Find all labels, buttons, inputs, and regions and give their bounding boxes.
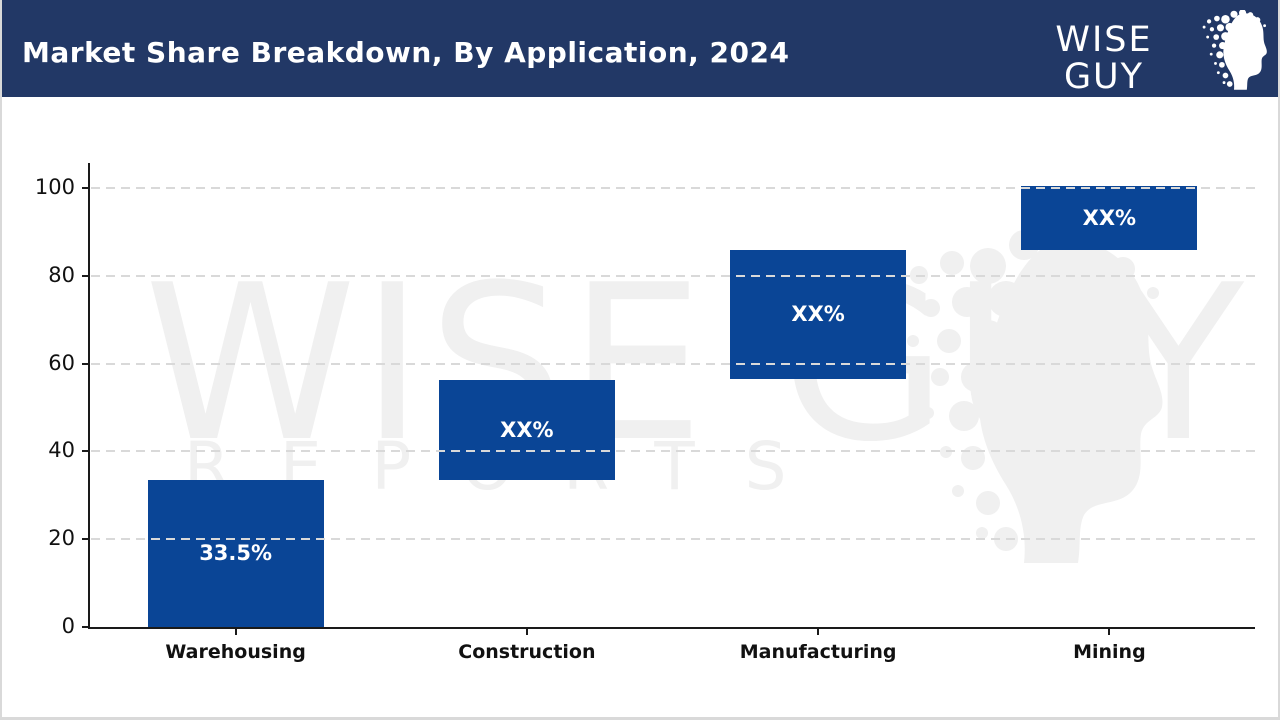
x-axis — [88, 627, 1255, 629]
page-title: Market Share Breakdown, By Application, … — [22, 36, 790, 69]
y-tick — [82, 362, 90, 365]
bar-value-label: XX% — [791, 302, 845, 327]
x-axis-label-warehousing: Warehousing — [165, 641, 306, 663]
x-tick — [234, 628, 237, 635]
y-tick-label: 100 — [34, 175, 75, 199]
y-tick — [82, 626, 90, 628]
logo-subtitle: REPORTS — [1036, 97, 1178, 114]
gridline — [91, 362, 1255, 365]
logo-wordmark: WISE GUY — [1055, 20, 1153, 97]
bar-value-label: 33.5% — [199, 541, 273, 566]
x-axis-label-construction: Construction — [458, 641, 596, 663]
y-tick-label: 0 — [61, 614, 75, 638]
y-tick-label: 40 — [48, 438, 75, 463]
y-tick-label: 60 — [48, 350, 75, 375]
gridline — [91, 187, 1255, 189]
y-tick — [82, 187, 90, 189]
logo-text: WISE GUY REPORTS — [1010, 22, 1198, 114]
x-axis-label-mining: Mining — [1073, 641, 1146, 663]
x-tick — [817, 628, 820, 635]
brand-logo: WISE GUY REPORTS — [1010, 4, 1270, 114]
x-axis-label-manufacturing: Manufacturing — [739, 641, 897, 663]
x-tick — [1108, 628, 1111, 635]
bar-value-label: XX% — [500, 417, 554, 442]
x-tick — [525, 628, 528, 635]
y-tick — [82, 274, 90, 277]
bar-warehousing: 33.5% — [147, 479, 324, 627]
y-tick-label: 80 — [48, 262, 75, 287]
y-axis — [88, 163, 90, 629]
y-tick — [82, 450, 90, 453]
logo-head-icon — [1202, 10, 1267, 90]
header: Market Share Breakdown, By Application, … — [2, 0, 1278, 114]
bar-mining: XX% — [1021, 186, 1198, 250]
y-tick — [82, 538, 90, 541]
bar-manufacturing: XX% — [730, 249, 907, 379]
y-tick-label: 20 — [48, 526, 75, 551]
bar-value-label: XX% — [1082, 206, 1137, 231]
gridline — [91, 450, 1255, 453]
gridline — [91, 274, 1255, 277]
gridline — [91, 538, 1255, 541]
bar-construction: XX% — [438, 379, 615, 480]
